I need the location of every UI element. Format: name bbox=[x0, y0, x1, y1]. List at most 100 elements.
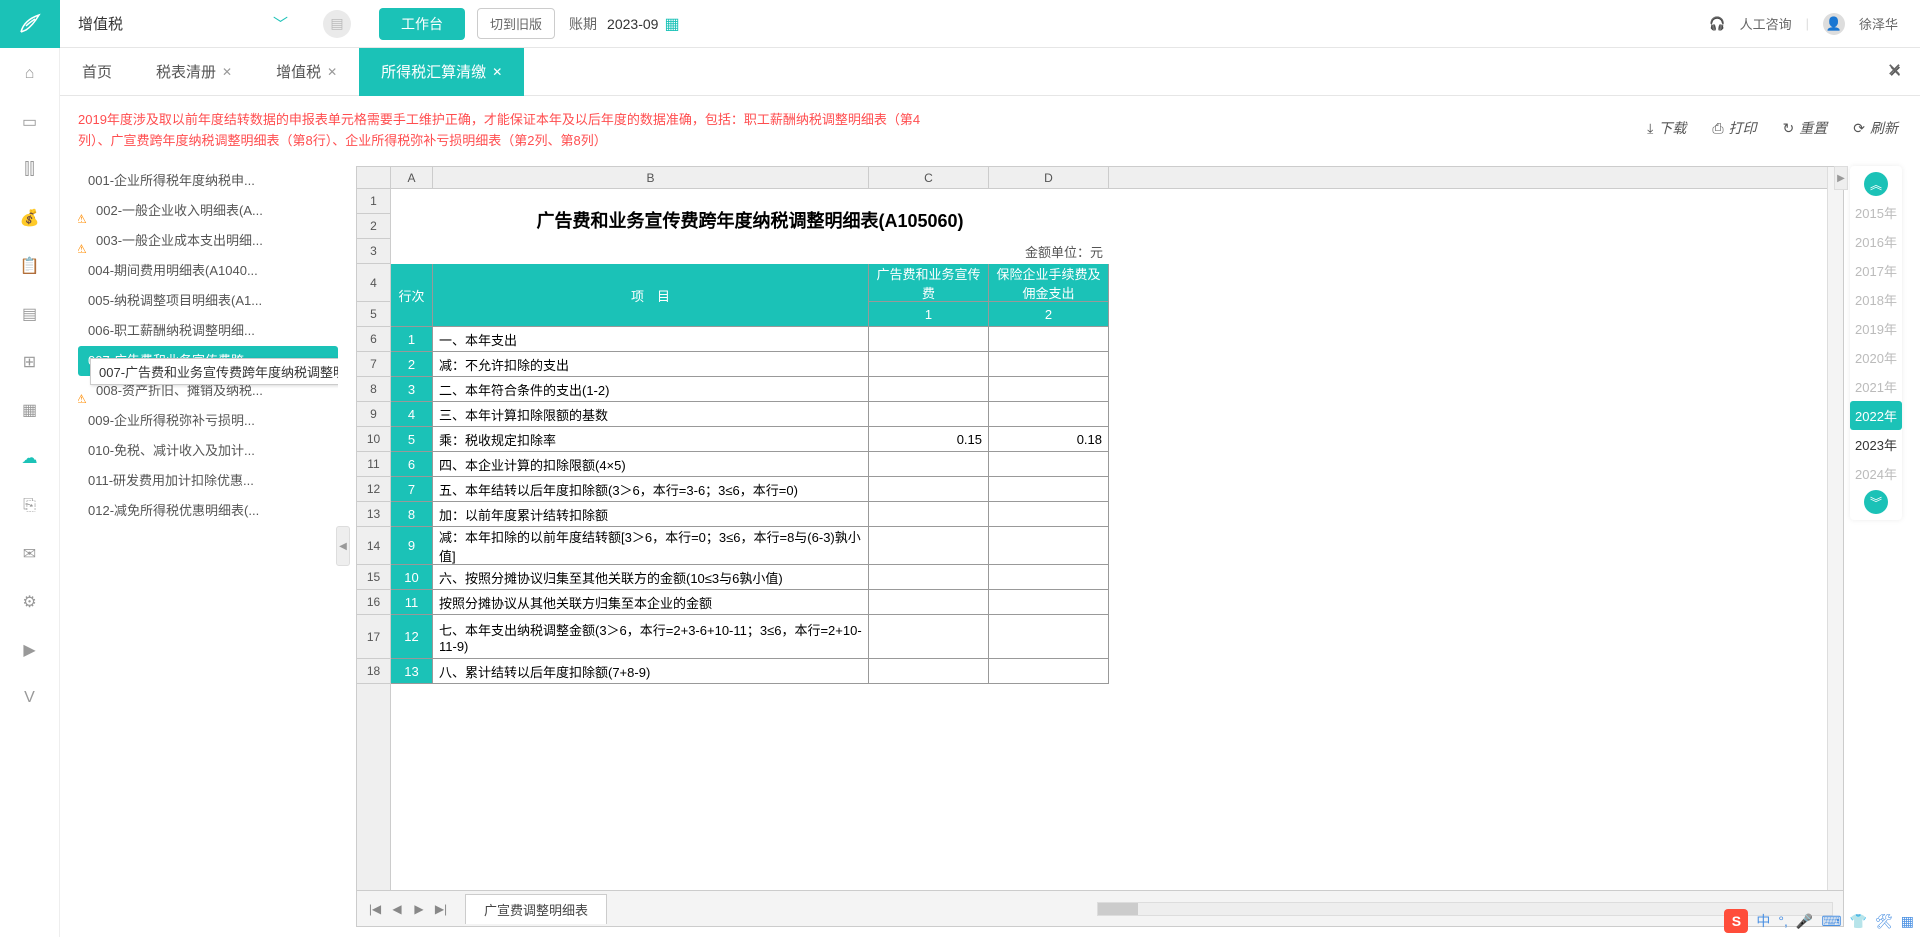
row-header[interactable]: 8 bbox=[357, 377, 390, 402]
year-option[interactable]: 2015年 bbox=[1850, 198, 1902, 227]
row-header[interactable]: 9 bbox=[357, 402, 390, 427]
row-val-d[interactable] bbox=[989, 327, 1109, 352]
ime-lang[interactable]: 中 bbox=[1756, 911, 1770, 931]
row-header[interactable]: 15 bbox=[357, 565, 390, 590]
doc-circle-button[interactable]: ▤ bbox=[323, 10, 351, 38]
form-list-item[interactable]: 005-纳税调整项目明细表(A1... bbox=[78, 286, 338, 316]
row-val-c[interactable] bbox=[869, 590, 989, 615]
col-header[interactable]: A bbox=[391, 167, 433, 188]
brand-logo[interactable] bbox=[0, 0, 60, 48]
row-index[interactable]: 6 bbox=[391, 452, 433, 477]
header-rownum[interactable]: 行次 bbox=[391, 264, 433, 327]
row-val-c[interactable] bbox=[869, 352, 989, 377]
book-icon[interactable]: ▤ bbox=[18, 302, 42, 326]
workbench-button[interactable]: 工作台 bbox=[379, 8, 465, 40]
row-header[interactable]: 4 bbox=[357, 264, 390, 302]
row-val-d[interactable]: 0.18 bbox=[989, 427, 1109, 452]
print-button[interactable]: ⎙ 打印 bbox=[1712, 118, 1756, 138]
calendar-icon[interactable]: ▦ bbox=[664, 14, 679, 34]
row-label[interactable]: 四、本企业计算的扣除限额(4×5) bbox=[433, 452, 869, 477]
row-header[interactable]: 3 bbox=[357, 239, 390, 264]
row-val-c[interactable] bbox=[869, 452, 989, 477]
row-index[interactable]: 3 bbox=[391, 377, 433, 402]
video-icon[interactable]: ▶ bbox=[18, 638, 42, 662]
row-index[interactable]: 2 bbox=[391, 352, 433, 377]
sheet-expand-handle[interactable]: ▶ bbox=[1834, 166, 1848, 190]
year-down-icon[interactable]: ︾ bbox=[1864, 490, 1888, 514]
horizontal-scrollbar[interactable] bbox=[1097, 902, 1833, 916]
header-item[interactable]: 项 目 bbox=[433, 264, 869, 327]
row-val-d[interactable] bbox=[989, 452, 1109, 477]
year-option[interactable]: 2022年 bbox=[1850, 401, 1902, 430]
home-icon[interactable]: ⌂ bbox=[18, 62, 42, 86]
year-option[interactable]: 2017年 bbox=[1850, 256, 1902, 285]
year-up-icon[interactable]: ︽ bbox=[1864, 172, 1888, 196]
row-index[interactable]: 10 bbox=[391, 565, 433, 590]
row-val-d[interactable] bbox=[989, 590, 1109, 615]
row-label[interactable]: 减：本年扣除的以前年度结转额[3＞6，本行=0；3≤6，本行=8与(6-3)孰小… bbox=[433, 527, 869, 565]
header-sub1[interactable]: 1 bbox=[869, 302, 989, 327]
row-label[interactable]: 乘：税收规定扣除率 bbox=[433, 427, 869, 452]
form-list-item[interactable]: 001-企业所得税年度纳税申... bbox=[78, 166, 338, 196]
row-index[interactable]: 13 bbox=[391, 659, 433, 684]
v-icon[interactable]: V bbox=[18, 686, 42, 710]
row-val-c[interactable] bbox=[869, 527, 989, 565]
row-header[interactable]: 7 bbox=[357, 352, 390, 377]
row-label[interactable]: 六、按照分摊协议归集至其他关联方的金额(10≤3与6孰小值) bbox=[433, 565, 869, 590]
header-sub2[interactable]: 2 bbox=[989, 302, 1109, 327]
row-label[interactable]: 按照分摊协议从其他关联方归集至本企业的金额 bbox=[433, 590, 869, 615]
row-val-d[interactable] bbox=[989, 477, 1109, 502]
row-header[interactable]: 14 bbox=[357, 527, 390, 565]
gear-icon[interactable]: ⚙ bbox=[18, 590, 42, 614]
sheet-first-icon[interactable]: |◀ bbox=[365, 899, 385, 919]
row-index[interactable]: 8 bbox=[391, 502, 433, 527]
switch-old-button[interactable]: 切到旧版 bbox=[477, 8, 555, 39]
row-index[interactable]: 7 bbox=[391, 477, 433, 502]
row-val-c[interactable] bbox=[869, 327, 989, 352]
row-header[interactable]: 13 bbox=[357, 502, 390, 527]
ime-punct-icon[interactable]: °, bbox=[1778, 913, 1788, 929]
tab-所得税汇算清缴[interactable]: 所得税汇算清缴✕ bbox=[359, 48, 524, 96]
sheet-prev-icon[interactable]: ◀ bbox=[387, 899, 407, 919]
ime-brand-icon[interactable]: S bbox=[1724, 909, 1748, 933]
clipboard-icon[interactable]: 📋 bbox=[18, 254, 42, 278]
row-header[interactable]: 17 bbox=[357, 615, 390, 659]
tab-增值税[interactable]: 增值税✕ bbox=[254, 48, 359, 96]
row-val-c[interactable] bbox=[869, 659, 989, 684]
row-val-d[interactable] bbox=[989, 502, 1109, 527]
row-val-d[interactable] bbox=[989, 402, 1109, 427]
stamp-icon[interactable]: ⊞ bbox=[18, 350, 42, 374]
row-index[interactable]: 9 bbox=[391, 527, 433, 565]
consult-link[interactable]: 人工咨询 bbox=[1740, 14, 1792, 33]
form-list-item[interactable]: ⚠003-一般企业成本支出明细... bbox=[78, 226, 338, 256]
unit-label[interactable]: 金额单位：元 bbox=[391, 239, 1109, 264]
year-option[interactable]: 2018年 bbox=[1850, 285, 1902, 314]
avatar[interactable]: 👤 bbox=[1823, 13, 1845, 35]
row-val-c[interactable] bbox=[869, 502, 989, 527]
row-val-d[interactable] bbox=[989, 527, 1109, 565]
ime-toolbox-icon[interactable]: 🛠 bbox=[1875, 913, 1893, 930]
row-val-d[interactable] bbox=[989, 659, 1109, 684]
header-col2[interactable]: 保险企业手续费及佣金支出 bbox=[989, 264, 1109, 302]
row-header[interactable]: 16 bbox=[357, 590, 390, 615]
form-list-item[interactable]: ⚠002-一般企业收入明细表(A... bbox=[78, 196, 338, 226]
form-list-item[interactable]: 006-职工薪酬纳税调整明细... bbox=[78, 316, 338, 346]
tab-首页[interactable]: 首页 bbox=[60, 48, 134, 96]
row-val-c[interactable] bbox=[869, 377, 989, 402]
row-val-c[interactable] bbox=[869, 565, 989, 590]
refresh-button[interactable]: ⟳ 刷新 bbox=[1853, 118, 1898, 138]
close-icon[interactable]: ✕ bbox=[492, 65, 502, 79]
close-icon[interactable]: ✕ bbox=[222, 65, 232, 79]
form-list-item[interactable]: 011-研发费用加计扣除优惠... bbox=[78, 466, 338, 496]
row-index[interactable]: 4 bbox=[391, 402, 433, 427]
year-option[interactable]: 2021年 bbox=[1850, 372, 1902, 401]
row-val-c[interactable] bbox=[869, 615, 989, 659]
row-label[interactable]: 五、本年结转以后年度扣除额(3＞6，本行=3-6；3≤6，本行=0) bbox=[433, 477, 869, 502]
module-selector[interactable]: 增值税 ﹀ bbox=[78, 13, 288, 34]
row-label[interactable]: 二、本年符合条件的支出(1-2) bbox=[433, 377, 869, 402]
row-index[interactable]: 11 bbox=[391, 590, 433, 615]
row-index[interactable]: 12 bbox=[391, 615, 433, 659]
row-header[interactable]: 18 bbox=[357, 659, 390, 684]
col-header[interactable]: B bbox=[433, 167, 869, 188]
tax-icon[interactable]: ☁ bbox=[18, 446, 42, 470]
